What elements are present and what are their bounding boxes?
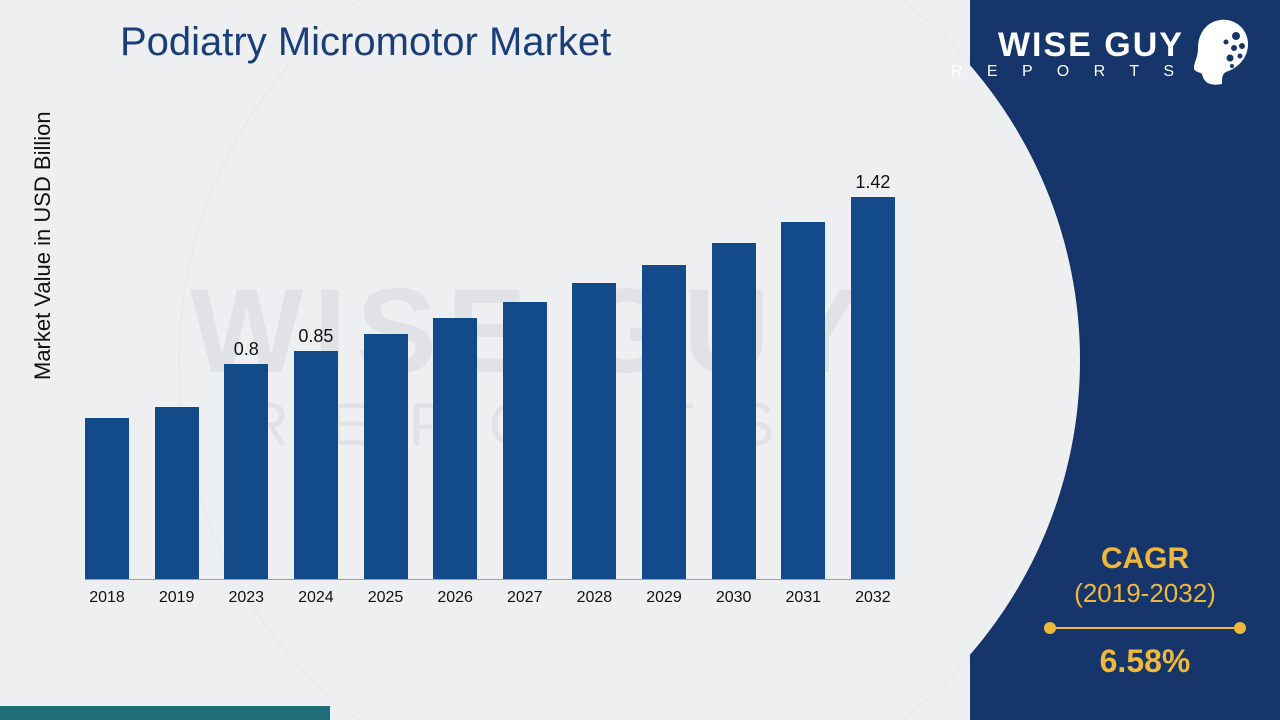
bar-slot: 2031: [781, 222, 825, 579]
bar-value-label: 0.85: [298, 326, 333, 347]
bar: [572, 283, 616, 579]
bar: [433, 318, 477, 579]
cagr-value: 6.58%: [1010, 643, 1280, 680]
brand-line2: R E P O R T S: [951, 63, 1184, 81]
bar-slot: 0.852024: [294, 351, 338, 579]
x-tick-label: 2029: [634, 589, 694, 607]
chart-plot: 2018 2019 0.82023 0.852024 2025 2026 2027 2028 2…: [85, 150, 895, 580]
x-tick-label: 2023: [216, 589, 276, 607]
bars-container: 2018 2019 0.82023 0.852024 2025 2026 2027 2028 2…: [85, 149, 895, 579]
bar-value-label: 1.42: [855, 172, 890, 193]
bar: [224, 364, 268, 579]
x-tick-label: 2030: [704, 589, 764, 607]
x-tick-label: 2032: [843, 589, 903, 607]
y-axis-label: Market Value in USD Billion: [30, 111, 56, 380]
bar: [364, 334, 408, 579]
bar: [155, 407, 199, 579]
bar: [294, 351, 338, 579]
bottom-accent-strip: [0, 706, 330, 720]
bar-slot: 2029: [642, 265, 686, 579]
bar: [642, 265, 686, 579]
x-tick-label: 2018: [77, 589, 137, 607]
bar-slot: 2027: [503, 302, 547, 579]
x-axis-baseline: [85, 579, 895, 580]
x-tick-label: 2019: [147, 589, 207, 607]
bar: [503, 302, 547, 579]
bar-slot: 1.422032: [851, 197, 895, 579]
brand-line1: WISE GUY: [998, 26, 1184, 65]
brand-logo: WISE GUY R E P O R T S: [951, 18, 1252, 88]
x-tick-label: 2026: [425, 589, 485, 607]
x-tick-label: 2031: [773, 589, 833, 607]
bar: [85, 418, 129, 579]
bar-value-label: 0.8: [234, 339, 259, 360]
bar-slot: 2019: [155, 407, 199, 579]
cagr-block: CAGR (2019-2032) 6.58%: [1010, 542, 1280, 680]
x-tick-label: 2028: [564, 589, 624, 607]
cagr-range: (2019-2032): [1010, 578, 1280, 609]
x-tick-label: 2025: [356, 589, 416, 607]
cagr-divider: [1050, 627, 1240, 629]
bar-slot: 2030: [712, 243, 756, 579]
bar-slot: 2028: [572, 283, 616, 579]
cagr-label: CAGR: [1010, 542, 1280, 576]
bar: [851, 197, 895, 579]
chart-title: Podiatry Micromotor Market: [120, 20, 611, 65]
x-tick-label: 2024: [286, 589, 346, 607]
bar-slot: 0.82023: [224, 364, 268, 579]
brand-head-icon: [1192, 18, 1252, 88]
x-tick-label: 2027: [495, 589, 555, 607]
bar-slot: 2025: [364, 334, 408, 579]
bar: [781, 222, 825, 579]
bar-slot: 2018: [85, 418, 129, 579]
bar-slot: 2026: [433, 318, 477, 579]
bar: [712, 243, 756, 579]
stage: WISE GUY REPORTS Podiatry Micromotor Mar…: [0, 0, 1280, 720]
